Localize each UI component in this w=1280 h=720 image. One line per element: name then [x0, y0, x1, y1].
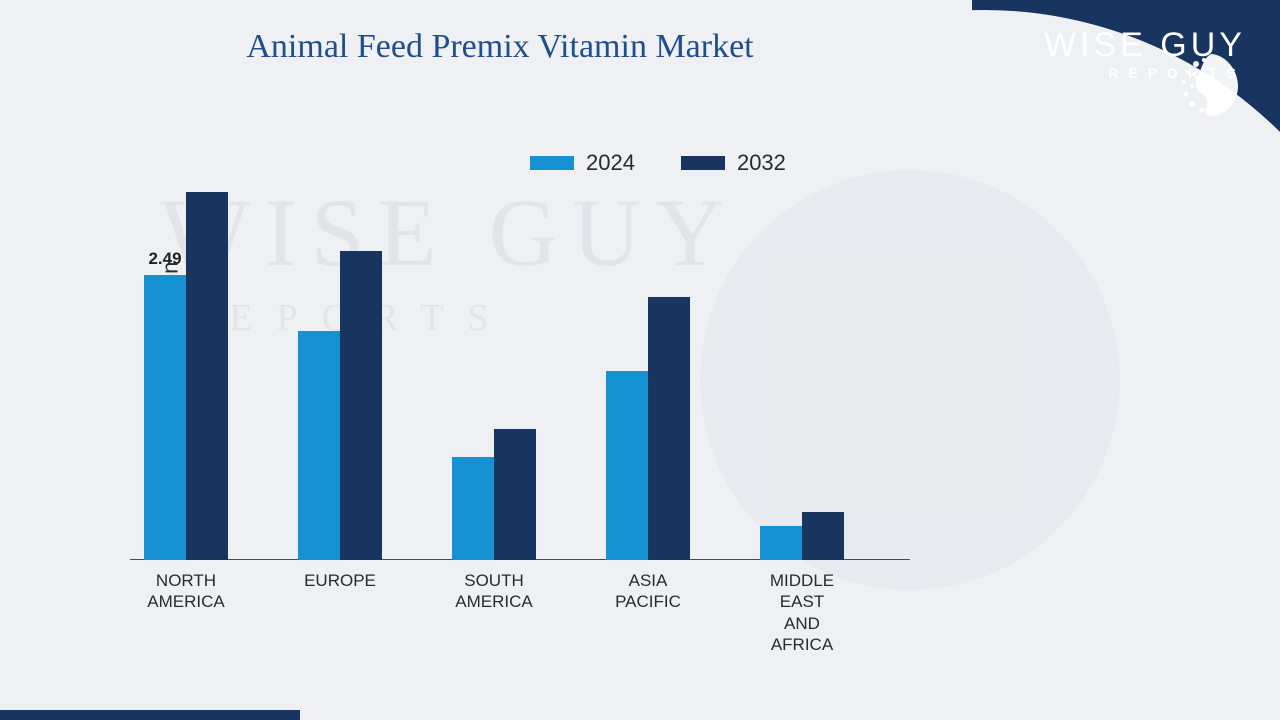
bottom-accent-bar [0, 710, 300, 720]
bar-2024-4 [760, 526, 802, 560]
brand-head-icon [1172, 50, 1242, 125]
x-category-label: MIDDLEEASTANDAFRICA [732, 570, 872, 655]
chart-title: Animal Feed Premix Vitamin Market [120, 28, 880, 66]
x-category-label: NORTHAMERICA [116, 570, 256, 613]
bar-chart: Market Size in USD Billion 2024 2032 2.4… [90, 150, 910, 630]
x-category-label: EUROPE [270, 570, 410, 591]
bar-2032-3 [648, 297, 690, 560]
x-category-label: SOUTHAMERICA [424, 570, 564, 613]
bar-2032-1 [340, 251, 382, 560]
bar-2032-2 [494, 429, 536, 560]
bar-2032-4 [802, 512, 844, 560]
bar-value-label: 2.49 [135, 249, 195, 269]
bar-2024-0 [144, 275, 186, 560]
bar-2024-1 [298, 331, 340, 560]
x-category-label: ASIAPACIFIC [578, 570, 718, 613]
plot-area: 2.49 [130, 160, 910, 560]
bar-2032-0 [186, 192, 228, 560]
bar-2024-3 [606, 371, 648, 560]
brand-logo: WISE GUY REPORTS [1044, 28, 1246, 80]
bar-2024-2 [452, 457, 494, 560]
figure-canvas: WISE GUY REPORTS Animal Feed Premix Vita… [0, 0, 1280, 720]
